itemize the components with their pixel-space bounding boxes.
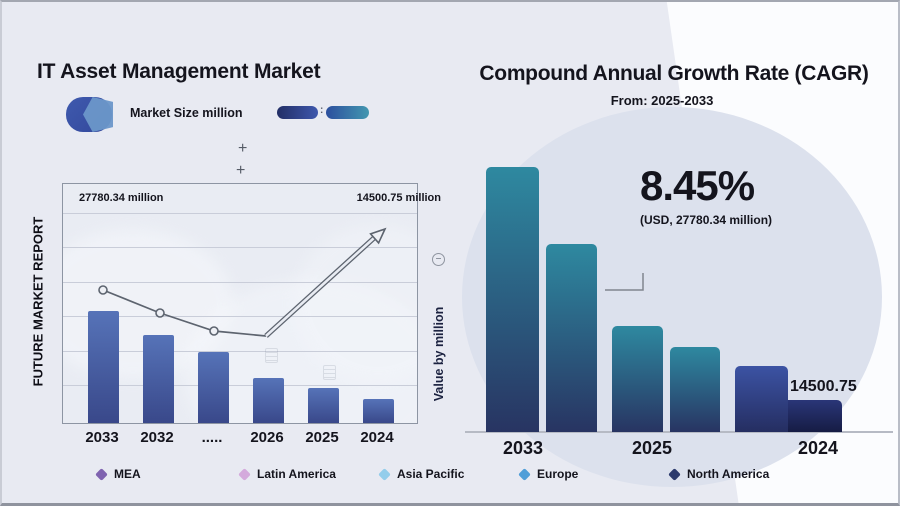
x-axis-label: 2026 (250, 429, 284, 446)
left-axis-title: FUTURE MARKET REPORT (30, 216, 46, 387)
annotation-end-value: 14500.75 million (356, 192, 441, 204)
minus-icon[interactable]: – (432, 253, 445, 266)
x-axis-label: 2024 (797, 438, 839, 458)
region-legend: MEA Latin America Asia Pacific Europe North … (2, 464, 898, 490)
bar (143, 335, 174, 423)
x-axis-label: 2033 (85, 429, 119, 446)
market-size-legend-label: Market Size million (130, 106, 243, 120)
diamond-icon (378, 468, 391, 481)
gridline (63, 247, 417, 248)
diamond-icon (668, 468, 681, 481)
bar-data-label: 14500.75 (790, 378, 857, 395)
gridline (63, 385, 417, 386)
gridline (63, 351, 417, 352)
market-size-chart: 27780.34 million 14500.75 million (62, 183, 441, 424)
right-axis-title: Value by million (432, 306, 446, 402)
diamond-icon (95, 468, 108, 481)
marker-icon (155, 308, 165, 318)
ghost-table-icon (265, 348, 278, 363)
arrow-head-icon (369, 227, 387, 245)
page-title: IT Asset Management Market (37, 60, 321, 83)
x-axis-label: 2025 (305, 429, 339, 446)
x-axis-label: 2032 (140, 429, 174, 446)
bar (308, 388, 339, 423)
x-axis-label: 2033 (502, 438, 544, 458)
legend-pill-teal-icon (326, 106, 369, 119)
legend-label: Latin America (257, 467, 336, 481)
bar (88, 311, 119, 423)
bar (735, 366, 788, 432)
legend-label: Europe (537, 467, 579, 481)
diamond-icon (518, 468, 531, 481)
x-axis-label: 2025 (631, 438, 673, 458)
chart-plot-area (63, 184, 417, 423)
x-axis-label: ..... (201, 429, 223, 446)
gridline (63, 282, 417, 283)
cagr-subtitle: From: 2025-2033 (610, 93, 714, 108)
gridline (63, 316, 417, 317)
gridline (63, 213, 417, 214)
marker-icon (209, 326, 219, 336)
bar (612, 326, 663, 432)
legend-pill-separator: : (320, 105, 324, 116)
cagr-title: Compound Annual Growth Rate (CAGR) (479, 62, 869, 85)
elbow-connector (605, 273, 644, 291)
legend-label: MEA (114, 467, 141, 481)
bar (363, 399, 394, 423)
trend-line-arrow (98, 227, 387, 338)
annotation-start-value: 27780.34 million (79, 192, 164, 204)
plus-icon[interactable]: + (236, 162, 246, 179)
right-chart-axis (465, 431, 893, 433)
ghost-table-icon (323, 365, 336, 380)
diamond-icon (238, 468, 251, 481)
bar (253, 378, 284, 423)
bar (546, 244, 597, 432)
cagr-value: 8.45% (640, 162, 755, 209)
x-axis-label: 2024 (360, 429, 394, 446)
legend-pill-dark-icon (277, 106, 318, 119)
cagr-note: (USD, 27780.34 million) (640, 213, 773, 227)
x-axis-labels: 2033 2032..... 2026 2025 2024 (62, 429, 418, 449)
marker-icon (98, 285, 108, 295)
cylinder-icon (66, 97, 113, 132)
bar (486, 167, 539, 432)
legend-label: North America (687, 467, 770, 481)
bar (670, 347, 720, 432)
bar (198, 352, 229, 423)
plus-icon[interactable]: + (238, 140, 248, 157)
legend-label: Asia Pacific (397, 467, 465, 481)
bar (788, 400, 842, 432)
